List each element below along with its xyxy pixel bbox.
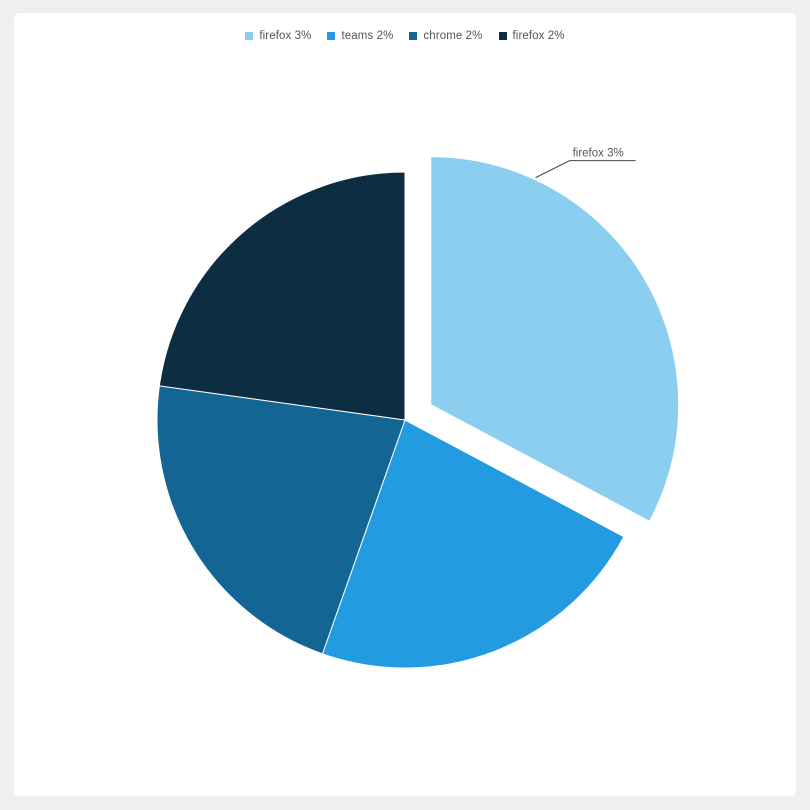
pie-slice[interactable] bbox=[158, 171, 406, 421]
callout-leader-line bbox=[535, 160, 636, 179]
legend-item-teams-2[interactable]: teams 2% bbox=[327, 30, 393, 42]
legend-item-label: firefox 3% bbox=[259, 30, 312, 42]
legend-item-label: chrome 2% bbox=[423, 30, 483, 42]
legend-item-label: teams 2% bbox=[341, 30, 394, 42]
legend-item-firefox-3[interactable]: firefox 3% bbox=[245, 30, 311, 42]
chart-card: firefox 3% teams 2% chrome 2% firefox 2%… bbox=[14, 13, 796, 796]
pie-slice[interactable] bbox=[156, 385, 406, 655]
pie-slice[interactable] bbox=[321, 419, 625, 669]
callout-label: firefox 3% bbox=[573, 148, 624, 160]
legend-item-firefox-2[interactable]: firefox 2% bbox=[498, 30, 565, 42]
legend-item-chrome-2[interactable]: chrome 2% bbox=[409, 30, 482, 42]
legend-item-label: firefox 2% bbox=[512, 30, 565, 42]
pie-callouts: firefox 3% bbox=[535, 148, 636, 179]
legend-swatch-icon bbox=[409, 32, 418, 40]
pie-chart-svg: firefox 3% bbox=[156, 148, 680, 669]
legend-swatch-icon bbox=[498, 32, 507, 40]
pie-slice[interactable] bbox=[430, 156, 680, 522]
pie-slices bbox=[156, 156, 680, 669]
chart-legend: firefox 3% teams 2% chrome 2% firefox 2% bbox=[14, 13, 796, 59]
legend-swatch-icon bbox=[327, 32, 336, 40]
legend-swatch-icon bbox=[245, 32, 254, 40]
